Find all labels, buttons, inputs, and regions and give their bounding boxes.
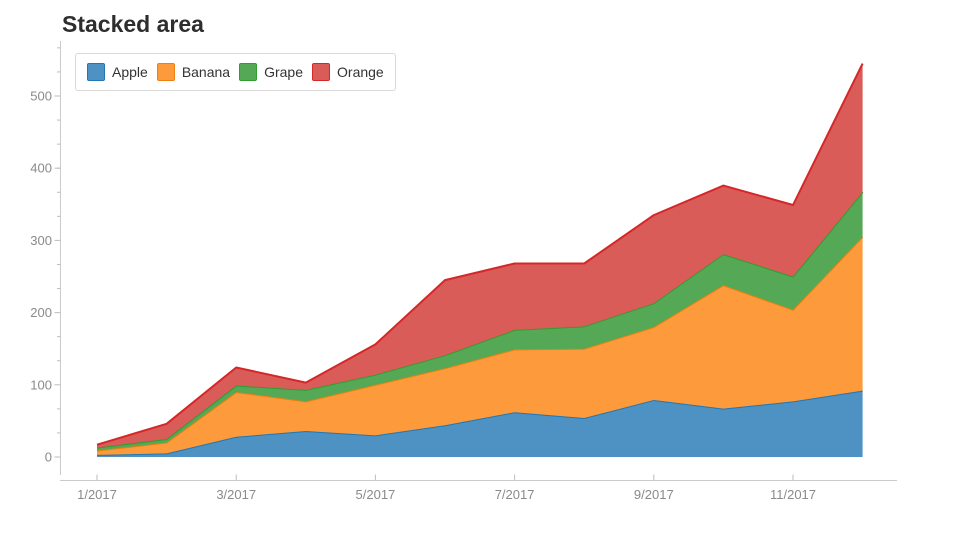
legend-item-apple[interactable]: Apple [87, 63, 148, 81]
x-tick-label: 3/2017 [216, 487, 256, 502]
legend-label-orange: Orange [337, 64, 384, 80]
y-tick-label: 500 [30, 89, 52, 104]
y-tick-label: 300 [30, 233, 52, 248]
x-tick-label: 5/2017 [356, 487, 396, 502]
area-banana[interactable] [97, 236, 863, 455]
legend-item-orange[interactable]: Orange [312, 63, 384, 81]
area-top-line-orange [96, 63, 864, 446]
legend-swatch-banana [156, 63, 175, 81]
y-tick-label: 200 [30, 305, 52, 320]
x-tick-label: 11/2017 [770, 487, 816, 502]
legend-item-grape[interactable]: Grape [239, 63, 303, 81]
legend-label-banana: Banana [181, 64, 231, 80]
legend-swatch-apple [87, 63, 105, 81]
legend: Apple Banana Grape Orange [75, 53, 396, 91]
area-apple[interactable] [97, 390, 863, 457]
x-tick-label: 9/2017 [634, 487, 674, 502]
legend-label-grape: Grape [264, 64, 304, 80]
area-orange[interactable] [97, 63, 863, 448]
y-tick-label: 400 [30, 161, 52, 176]
y-tick-label: 0 [45, 450, 52, 465]
x-tick-label: 1/2017 [77, 487, 117, 502]
legend-swatch-grape [239, 63, 258, 81]
legend-swatch-orange [312, 63, 331, 81]
x-tick-label: 7/2017 [495, 487, 535, 502]
legend-item-banana[interactable]: Banana [156, 63, 231, 81]
y-tick-label: 100 [30, 377, 52, 392]
legend-label-apple: Apple [112, 64, 148, 80]
chart-title: Stacked area [62, 11, 204, 37]
